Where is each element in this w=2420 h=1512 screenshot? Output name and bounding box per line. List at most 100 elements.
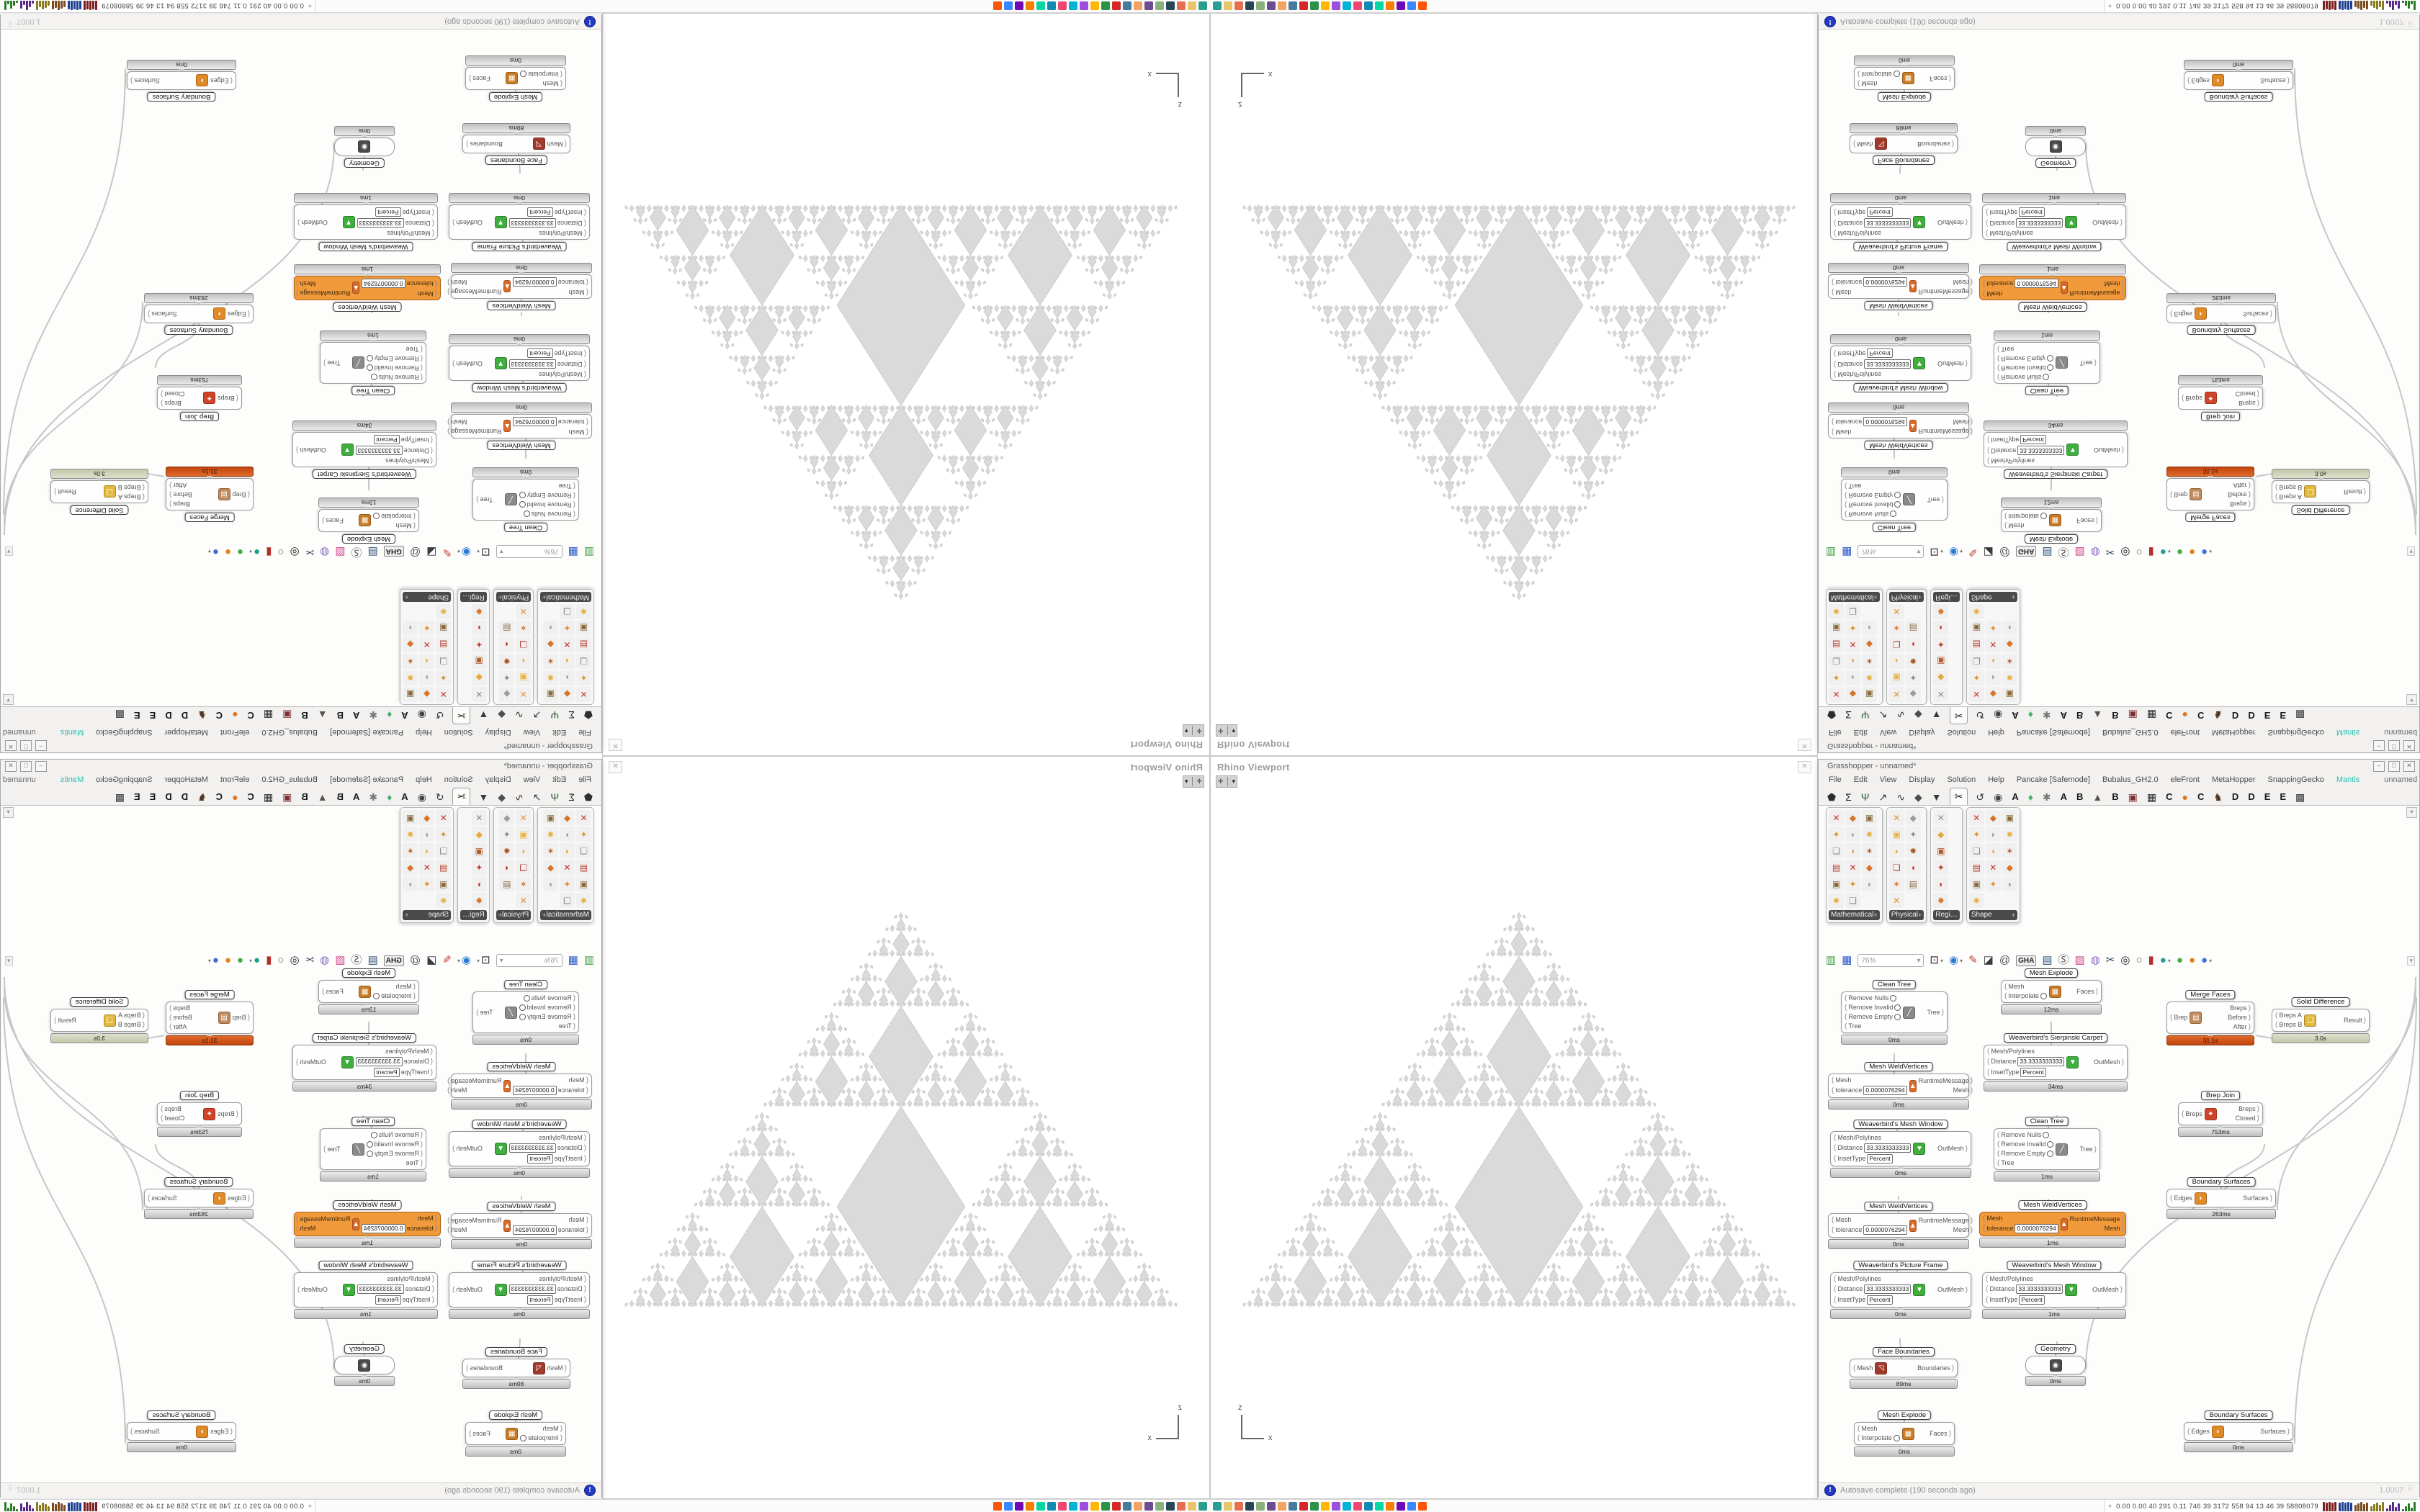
component-icon[interactable]: ✶ xyxy=(1888,621,1904,636)
gh-node-explode-a[interactable]: Mesh Explode(Mesh(Interpolate ▦ Faces) 12ms xyxy=(2001,968,2102,1014)
grasshopper-window[interactable]: Grasshopper - unnamed* – □ ✕ File Edit Vie… xyxy=(0,14,602,753)
input-breps-a[interactable]: (Breps A xyxy=(2275,1012,2302,1020)
toggle-circle[interactable] xyxy=(1890,510,1897,517)
tray-icon[interactable] xyxy=(1353,1502,1362,1511)
component-icon[interactable]: ✸ xyxy=(2002,670,2017,685)
component-icon[interactable]: ◆ xyxy=(1933,670,1949,685)
input-remove-empty[interactable]: (Remove Empty xyxy=(1845,1013,1901,1021)
component-icon[interactable]: ◗ xyxy=(516,843,532,858)
component-icon[interactable]: ▣ xyxy=(1829,876,1844,891)
tray-icon[interactable] xyxy=(1134,1502,1142,1511)
component-icon[interactable]: ✶ xyxy=(516,621,532,636)
output-runtimemessage[interactable]: RuntimeMessage) xyxy=(447,287,501,295)
component-icon[interactable]: ❏ xyxy=(560,893,575,908)
input-mesh[interactable]: (Mesh xyxy=(362,1215,437,1223)
node-body[interactable]: (Breps ✦ Breps) Closed) xyxy=(2178,387,2263,410)
tray-icon[interactable] xyxy=(1407,1,1416,10)
palette-subcategory-label[interactable]: Physical + xyxy=(1888,592,1924,602)
input-value[interactable]: 33.3333333333 xyxy=(508,1143,556,1153)
gh-node-face-boundaries[interactable]: Face Boundaries(Mesh ◹ Boundaries) 89ms xyxy=(1850,1347,1958,1389)
gh-node-explode-a[interactable]: Mesh Explode(Mesh(Interpolate ▦ Faces) 12ms xyxy=(318,498,419,544)
output-faces[interactable]: Faces) xyxy=(322,988,344,996)
node-body[interactable]: (Mesh ◹ Boundaries) xyxy=(462,1359,570,1377)
gh-node-face-boundaries[interactable]: Face Boundaries(Mesh ◹ Boundaries) 89ms xyxy=(462,1347,570,1389)
node-body[interactable]: (Mesh(tolerance 0.0000076294 ▲ RuntimeMessa… xyxy=(1979,1212,2126,1236)
gh-node-weld-b[interactable]: Mesh WeldVertices(Mesh(tolerance 0.000007… xyxy=(1828,1062,1973,1110)
input-distance[interactable]: (Distance 33.3333333333 xyxy=(355,1057,433,1066)
gh-node-boundary-a[interactable]: Boundary Surfaces(Edges ◗ Surfaces) 263ms xyxy=(144,1177,254,1219)
tab-curve[interactable]: ∿ xyxy=(515,791,524,803)
node-body[interactable]: (Remove Nulls(Remove Invalid(Remove Empt… xyxy=(472,991,579,1033)
tab-sets[interactable]: Ψ xyxy=(550,791,560,803)
tray-icon[interactable] xyxy=(1166,1502,1175,1511)
tab-plugin-b1[interactable]: B xyxy=(2076,710,2084,721)
gh-node-window-b[interactable]: Weaverbird's Mesh Window(Mesh/Polylines(… xyxy=(449,334,590,392)
node-body[interactable]: (Mesh/Polylines(Distance 33.3333333333(In… xyxy=(1830,346,1971,381)
bulb-icon[interactable]: ◍ xyxy=(2090,954,2100,966)
menu-item-metahopper[interactable]: MetaHopper xyxy=(2211,728,2256,737)
menu-item-solution[interactable]: Solution xyxy=(1947,728,1976,737)
component-icon[interactable]: ✸ xyxy=(403,670,418,685)
output-runtimemessage[interactable]: RuntimeMessage) xyxy=(1919,427,1973,435)
gh-node-picture-frame[interactable]: Weaverbird's Picture Frame(Mesh/Polyline… xyxy=(1830,1261,1971,1319)
input-insettype[interactable]: (InsetType Percent xyxy=(1834,1295,1911,1305)
input-remove-nulls[interactable]: (Remove Nulls xyxy=(1997,1131,2053,1139)
output-mesh[interactable]: Mesh) xyxy=(296,279,350,287)
output-mesh[interactable]: Mesh) xyxy=(2070,1225,2124,1233)
input-value[interactable]: 0.0000076294 xyxy=(2015,279,2058,288)
tab-mesh[interactable]: ▼ xyxy=(478,791,489,803)
component-icon[interactable]: ▤ xyxy=(499,876,515,891)
input-distance[interactable]: (Distance 33.3333333333 xyxy=(1834,1284,1912,1294)
output-outmesh[interactable]: OutMesh) xyxy=(2092,1286,2123,1294)
input-value[interactable]: 0.0000076294 xyxy=(1863,417,1907,426)
input-value[interactable]: Percent xyxy=(2020,435,2046,444)
component-icon[interactable]: ✦ xyxy=(560,621,575,636)
input-value[interactable]: 0.0000076294 xyxy=(362,279,405,288)
input-brep[interactable]: (Brep xyxy=(2170,490,2187,498)
input-tolerance[interactable]: (tolerance 0.0000076294 xyxy=(513,1086,588,1095)
tray-icon[interactable] xyxy=(1015,1,1023,10)
component-icon[interactable]: ◆ xyxy=(543,637,558,652)
tab-plugin-d1[interactable]: D xyxy=(2231,791,2239,802)
tray-icon[interactable] xyxy=(1256,1502,1265,1511)
node-body[interactable]: (Remove Nulls(Remove Invalid(Remove Empt… xyxy=(472,479,579,521)
input-mesh[interactable]: (Mesh xyxy=(1853,140,1873,148)
input-value[interactable]: Percent xyxy=(374,1068,400,1077)
tray-icon[interactable] xyxy=(1144,1502,1153,1511)
toggle-circle[interactable] xyxy=(373,993,380,999)
component-icon[interactable]: ▣ xyxy=(1862,687,1877,702)
tray-icon[interactable] xyxy=(1080,1,1088,10)
menu-item-edit[interactable]: Edit xyxy=(552,728,567,737)
tab-plugin-d2[interactable]: D xyxy=(2248,710,2255,721)
input-distance[interactable]: (Distance 33.3333333333 xyxy=(1987,446,2065,455)
component-icon[interactable]: ✦ xyxy=(1968,670,1984,685)
output-outmesh[interactable]: OutMesh) xyxy=(452,1145,483,1153)
input-tree[interactable]: (Tree xyxy=(1997,345,2053,353)
input-value[interactable]: Percent xyxy=(1867,348,1893,358)
menu-item-bubalus-gh2-0[interactable]: Bubalus_GH2.0 xyxy=(2102,728,2159,737)
output-after[interactable]: After) xyxy=(169,1023,192,1031)
menu-item-solution[interactable]: Solution xyxy=(1947,775,1976,784)
component-icon[interactable]: ❏ xyxy=(1829,843,1844,858)
gh-node-window-b[interactable]: Weaverbird's Mesh Window(Mesh/Polylines(… xyxy=(449,1120,590,1178)
menu-item-pancake-safemode[interactable]: Pancake [Safemode] xyxy=(330,775,404,784)
tray-icon[interactable] xyxy=(1080,1502,1088,1511)
node-body[interactable]: (Mesh(tolerance 0.0000076294 ▲ RuntimeMessa… xyxy=(1828,1213,1973,1238)
component-icon[interactable]: ✸ xyxy=(499,654,515,669)
component-icon[interactable]: ◗ xyxy=(403,621,418,636)
component-icon[interactable]: ▤ xyxy=(1968,637,1984,652)
input-mesh-polylines[interactable]: (Mesh/Polylines xyxy=(1986,1275,2063,1283)
tray-icon[interactable] xyxy=(1310,1502,1319,1511)
input-insettype[interactable]: (InsetType Percent xyxy=(1834,1154,1911,1164)
menu-item-file[interactable]: File xyxy=(578,728,591,737)
gh-node-geometry[interactable]: Geometry ◉ 0ms xyxy=(334,1344,395,1386)
tab-plugin-dot[interactable]: ● xyxy=(2182,709,2188,721)
tab-sets[interactable]: Ψ xyxy=(550,709,560,721)
component-icon[interactable]: ❏ xyxy=(1845,604,1860,619)
menu-item-pancake-safemode[interactable]: Pancake [Safemode] xyxy=(2016,728,2090,737)
menu-item-help[interactable]: Help xyxy=(1988,775,2004,784)
red-cylinder-icon[interactable]: ▮ xyxy=(2148,954,2154,966)
toggle-circle[interactable] xyxy=(519,1014,526,1020)
gh-node-boundary-a[interactable]: Boundary Surfaces(Edges ◗ Surfaces) 263ms xyxy=(2166,293,2276,335)
gh-node-weld-a[interactable]: Mesh WeldVertices(Mesh(tolerance 0.000007… xyxy=(1979,1200,2126,1248)
